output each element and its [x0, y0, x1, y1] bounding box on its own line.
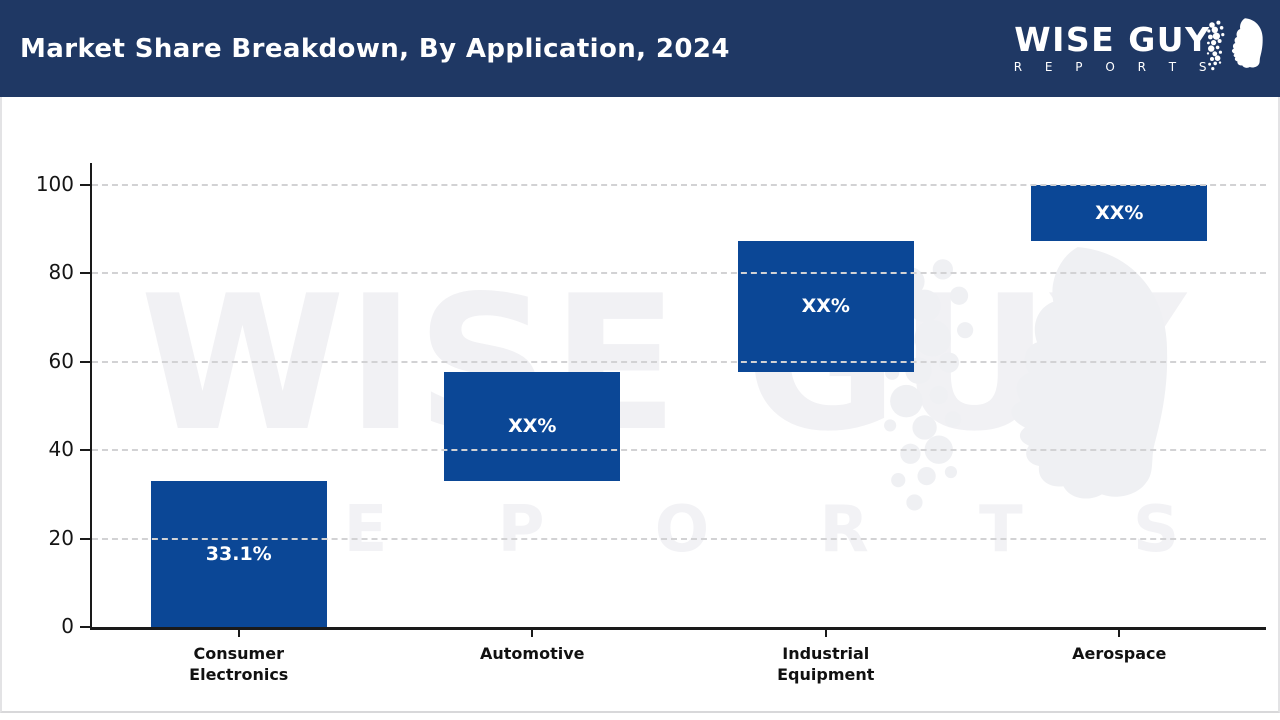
x-category-label: Aerospace: [1072, 644, 1167, 663]
brand-logo: WISE GUY R E P O R T S: [1009, 14, 1280, 84]
bar: 33.1%: [150, 480, 327, 627]
y-tick-label: 20: [48, 525, 74, 550]
grid-line: [92, 184, 1266, 187]
page-title: Market Share Breakdown, By Application, …: [20, 33, 730, 64]
y-axis-tick: [80, 449, 90, 452]
x-axis-tick: [824, 630, 827, 637]
header-bar: Market Share Breakdown, By Application, …: [0, 0, 1280, 97]
y-axis-tick: [80, 360, 90, 363]
x-axis-tick: [1118, 630, 1121, 637]
x-category-label: Industrial Equipment: [777, 644, 875, 684]
watermark-subtitle: R E P O R T S: [184, 493, 1224, 567]
x-axis-tick: [237, 630, 240, 637]
brand-face-icon: [1206, 17, 1263, 70]
y-axis-tick: [80, 272, 90, 275]
brand-logo-text: WISE GUY R E P O R T S: [1009, 23, 1216, 74]
bar-value-label: XX%: [1095, 201, 1144, 224]
grid-line: [92, 272, 1266, 275]
watermark-wordmark: WISE GUY: [140, 255, 1187, 472]
y-tick-label: 40: [48, 437, 74, 462]
y-tick-label: 60: [48, 348, 74, 373]
bar: XX%: [1031, 185, 1208, 241]
x-category-label: Automotive: [480, 644, 585, 663]
x-axis-tick: [531, 630, 534, 637]
y-tick-label: 0: [61, 614, 74, 638]
watermark-face-icon: [884, 247, 1168, 511]
bar-value-label: XX%: [508, 415, 557, 438]
bar: XX%: [737, 240, 914, 372]
x-category-label: Consumer Electronics: [189, 644, 289, 684]
y-axis-tick: [80, 184, 90, 187]
plot-area: 0 20 40 60 80 100 33.1% Consumer Electronics XX%…: [36, 163, 1266, 684]
brand-logo-subtitle: R E P O R T S: [1013, 60, 1216, 74]
y-axis-tick: [80, 537, 90, 540]
chart-canvas: WISE GUY R E P O R T S 0 20 40 60 80 100 33.1%…: [0, 97, 1280, 713]
grid-line: [92, 360, 1266, 363]
grid-line: [92, 449, 1266, 452]
brand-logo-wordmark: WISE GUY: [1014, 20, 1211, 59]
y-tick-label: 100: [35, 172, 74, 197]
bar: XX%: [444, 371, 621, 481]
y-tick-label: 80: [48, 260, 74, 285]
grid-line: [92, 537, 1266, 540]
bar-value-label: XX%: [801, 295, 850, 318]
bar-value-label: 33.1%: [205, 542, 272, 565]
y-axis-tick: [80, 626, 90, 628]
